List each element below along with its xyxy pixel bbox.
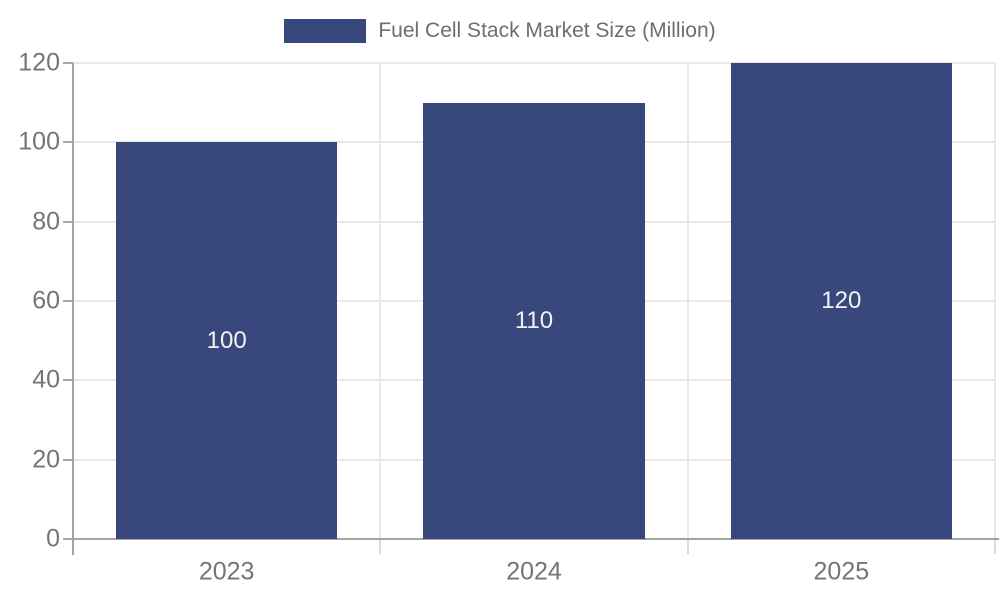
y-axis-tick [63,538,73,540]
y-axis-tick [63,458,73,461]
x-axis-tick [379,539,382,554]
gridline-vertical [379,63,382,539]
x-axis-line [73,538,999,540]
y-axis-tick-label: 80 [32,207,60,236]
y-axis-tick [63,141,73,144]
y-axis-tick [63,220,73,223]
gridline-vertical [686,63,689,539]
bar[interactable] [116,142,338,539]
x-axis-tick [994,539,996,554]
bar-value-label: 110 [514,306,554,334]
y-axis-tick-label: 120 [18,48,60,77]
x-axis-category-label: 2025 [813,557,870,586]
legend[interactable]: Fuel Cell Stack Market Size (Million) [0,14,1000,48]
bar-value-label: 100 [206,326,247,354]
y-axis-tick-label: 100 [18,127,60,156]
x-axis-tick [686,539,689,554]
bar[interactable] [730,63,952,539]
y-axis-tick [63,379,73,382]
y-axis-tick-label: 20 [32,445,60,474]
y-axis-tick-label: 60 [32,286,60,315]
bar[interactable] [423,102,645,539]
gridline-horizontal [73,62,995,64]
y-axis-tick [63,62,73,64]
y-axis-tick-label: 40 [32,365,60,394]
bar-value-label: 120 [821,287,862,314]
y-axis-line [72,63,74,555]
x-axis-category-label: 2023 [198,557,255,586]
legend-label: Fuel Cell Stack Market Size (Million) [378,19,716,42]
y-axis-tick-label: 0 [46,524,60,553]
gridline-vertical [994,63,996,539]
x-axis-category-label: 2024 [506,557,562,586]
y-axis-tick [63,300,73,302]
legend-swatch [284,19,367,43]
